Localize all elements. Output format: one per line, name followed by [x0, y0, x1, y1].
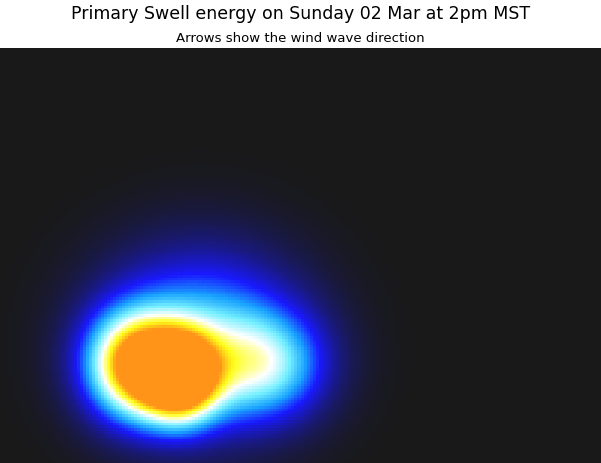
Text: Arrows show the wind wave direction: Arrows show the wind wave direction [176, 31, 425, 44]
Text: Primary Swell energy on Sunday 02 Mar at 2pm MST: Primary Swell energy on Sunday 02 Mar at… [71, 5, 530, 23]
